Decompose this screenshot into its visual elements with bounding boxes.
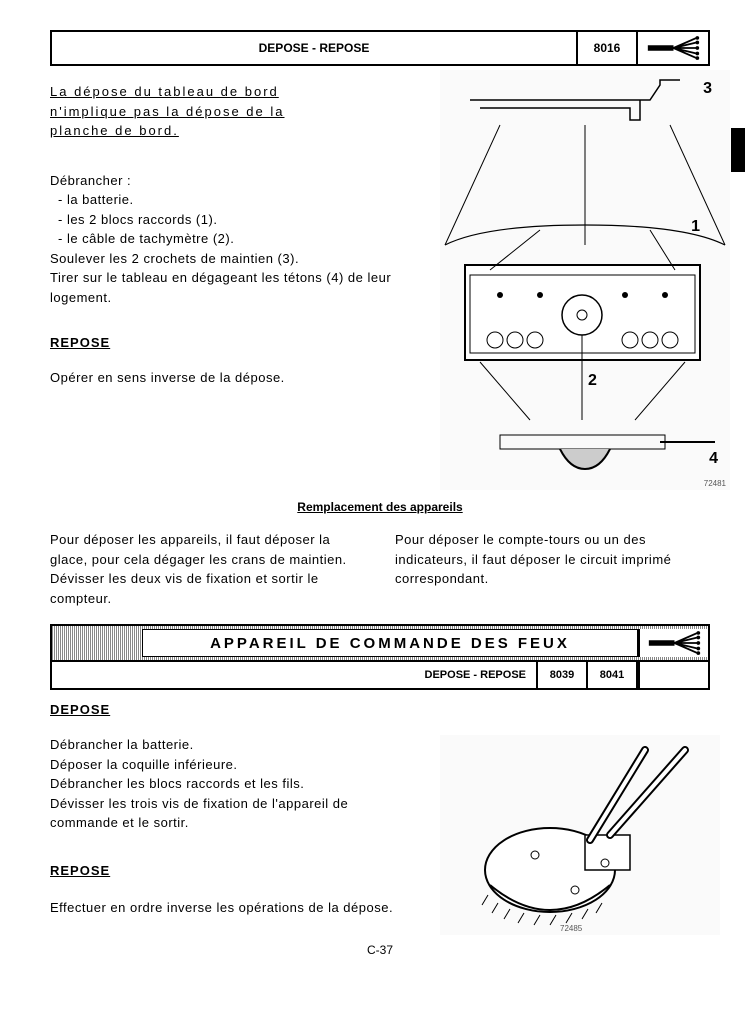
intro-note: La dépose du tableau de bord n'implique … [50,82,330,141]
line-tirer: Tirer sur le tableau en dégageant les té… [50,268,420,307]
depose-block: Débrancher la batterie. Déposer la coqui… [50,735,420,935]
dashboard-removal-figure: 3 1 2 4 72481 [440,70,730,490]
repose-heading: REPOSE [50,335,420,350]
section2-title: APPAREIL DE COMMANDE DES FEUX [142,629,638,657]
header-code: 8016 [578,32,638,64]
depose-line: Débrancher les blocs raccords et les fil… [50,774,420,794]
list-item: - la batterie. [58,190,420,210]
list-item: - le câble de tachymètre (2). [58,229,420,249]
edge-tab [731,128,745,172]
header-title: DEPOSE - REPOSE [52,32,578,64]
repose-text-2: Effectuer en ordre inverse les opération… [50,898,420,918]
cable-bundle-icon [638,629,708,657]
icon-cell-spacer [638,662,708,688]
depose-line: Débrancher la batterie. [50,735,420,755]
repose-heading-2: REPOSE [50,861,420,881]
section2-header: APPAREIL DE COMMANDE DES FEUX DEPOSE - R… [50,624,710,690]
line-soulever: Soulever les 2 crochets de maintien (3). [50,249,420,269]
callout-2: 2 [588,372,597,390]
replacement-right: Pour déposer le compte-tours ou un des i… [395,530,710,608]
repose-text: Opérer en sens inverse de la dépose. [50,368,420,388]
section2-sublabel: DEPOSE - REPOSE [52,662,538,688]
section-header: DEPOSE - REPOSE 8016 [50,30,710,66]
section2-code1: 8039 [538,662,588,688]
replacement-heading: Remplacement des appareils [50,500,710,514]
light-control-figure: 72485 [440,735,720,935]
debrancher-label: Débrancher : [50,171,420,191]
replacement-left: Pour déposer les appareils, il faut dépo… [50,530,365,608]
depose-heading: DEPOSE [50,702,710,717]
depose-line: Dévisser les trois vis de fixation de l'… [50,794,420,833]
cable-bundle-icon [638,32,708,64]
figure-id: 72481 [704,479,726,488]
page-number: C-37 [50,943,710,957]
list-item: - les 2 blocs raccords (1). [58,210,420,230]
section2-code2: 8041 [588,662,638,688]
depose-line: Déposer la coquille inférieure. [50,755,420,775]
callout-4: 4 [709,450,718,468]
callout-3: 3 [703,80,712,98]
callout-1: 1 [691,218,700,236]
figure-id-2: 72485 [560,924,582,933]
debrancher-block: Débrancher : - la batterie. - les 2 bloc… [50,171,420,308]
